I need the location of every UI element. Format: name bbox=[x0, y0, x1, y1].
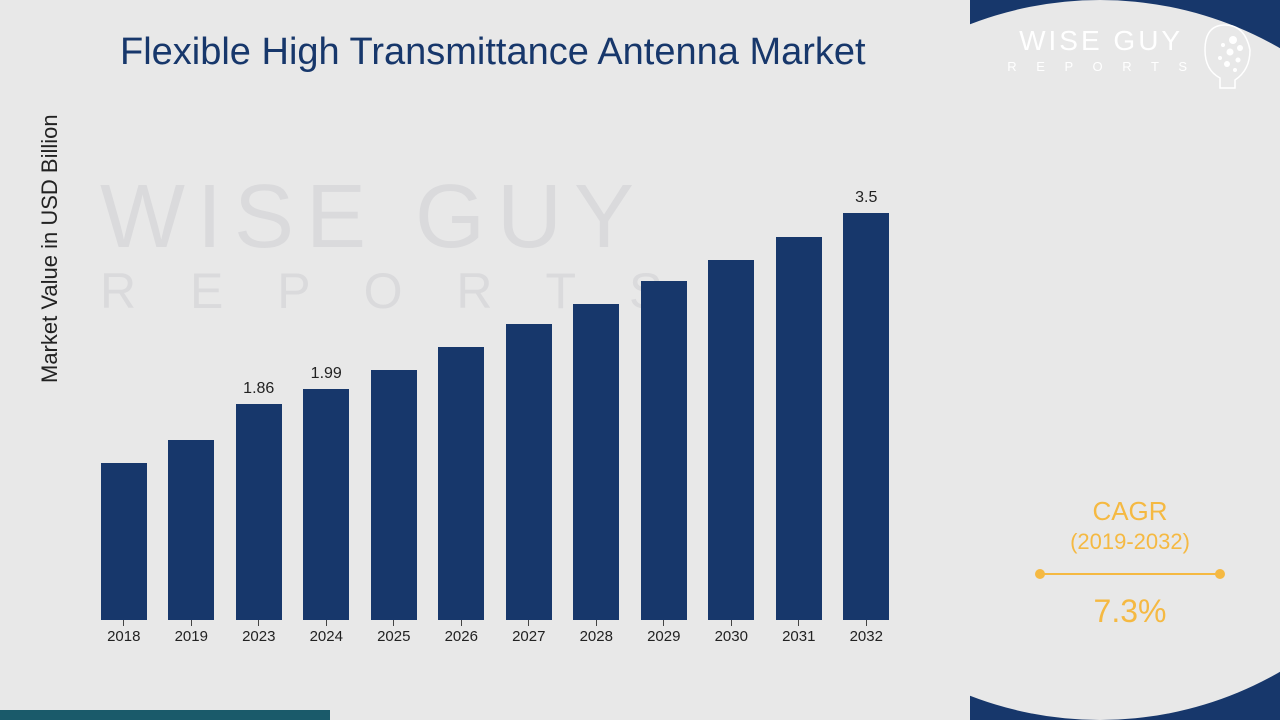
bar-group bbox=[430, 323, 492, 620]
bar-group bbox=[93, 439, 155, 620]
x-axis-tick bbox=[393, 620, 394, 626]
bar-group bbox=[700, 236, 762, 620]
logo-head-icon bbox=[1195, 20, 1255, 90]
logo-area: WISE GUY R E P O R T S bbox=[1007, 25, 1250, 74]
logo-brand-line2: R E P O R T S bbox=[1007, 59, 1195, 74]
x-axis-labels: 2018201920232024202520262027202820292030… bbox=[90, 620, 900, 645]
bar-group bbox=[160, 416, 222, 620]
bar bbox=[776, 237, 822, 621]
x-axis-label: 2024 bbox=[295, 620, 357, 645]
bar bbox=[573, 304, 619, 620]
cagr-percentage: 7.3% bbox=[1040, 593, 1220, 630]
bar bbox=[371, 370, 417, 620]
cagr-block: CAGR (2019-2032) 7.3% bbox=[1040, 496, 1220, 630]
bars-container: 1.86 1.99 3.5 bbox=[90, 190, 900, 620]
x-axis-label: 2019 bbox=[160, 620, 222, 645]
bar-value-label: 1.99 bbox=[311, 365, 342, 385]
bar-group bbox=[633, 257, 695, 620]
x-axis-tick bbox=[326, 620, 327, 626]
x-axis-tick bbox=[258, 620, 259, 626]
x-axis-label: 2029 bbox=[633, 620, 695, 645]
x-axis-tick bbox=[866, 620, 867, 626]
x-axis-label: 2027 bbox=[498, 620, 560, 645]
main-container: WISE GUY R E P O R T S Flexible High Tra… bbox=[0, 0, 1280, 720]
x-axis-tick bbox=[663, 620, 664, 626]
chart-area: 1.86 1.99 3.5 bbox=[90, 190, 900, 620]
bar-group: 1.99 bbox=[295, 365, 357, 620]
bar-group: 1.86 bbox=[228, 380, 290, 620]
chart-title: Flexible High Transmittance Antenna Mark… bbox=[120, 30, 866, 76]
bar-group bbox=[363, 346, 425, 620]
bar bbox=[303, 389, 349, 620]
bar bbox=[641, 281, 687, 620]
x-axis-tick bbox=[798, 620, 799, 626]
x-axis-tick bbox=[528, 620, 529, 626]
bar-group: 3.5 bbox=[835, 189, 897, 620]
y-axis-label: Market Value in USD Billion bbox=[37, 114, 63, 383]
cagr-title: CAGR bbox=[1040, 496, 1220, 527]
x-axis-tick bbox=[596, 620, 597, 626]
cagr-divider bbox=[1040, 573, 1220, 575]
x-axis-label: 2018 bbox=[93, 620, 155, 645]
x-axis-tick bbox=[191, 620, 192, 626]
bar-value-label: 1.86 bbox=[243, 380, 274, 400]
x-axis-label: 2032 bbox=[835, 620, 897, 645]
logo-brand-line1: WISE GUY bbox=[1007, 25, 1195, 57]
bar bbox=[708, 260, 754, 620]
cagr-year-range: (2019-2032) bbox=[1040, 529, 1220, 555]
x-axis-label: 2026 bbox=[430, 620, 492, 645]
bar-group bbox=[565, 280, 627, 620]
bar bbox=[506, 324, 552, 620]
x-axis-label: 2025 bbox=[363, 620, 425, 645]
x-axis-tick bbox=[123, 620, 124, 626]
bar bbox=[438, 347, 484, 620]
x-axis-label: 2028 bbox=[565, 620, 627, 645]
bar-value-label: 3.5 bbox=[855, 189, 877, 209]
bar-group bbox=[498, 300, 560, 620]
bar bbox=[236, 404, 282, 620]
bar bbox=[101, 463, 147, 620]
x-axis-label: 2023 bbox=[228, 620, 290, 645]
x-axis-tick bbox=[731, 620, 732, 626]
x-axis-label: 2030 bbox=[700, 620, 762, 645]
x-axis-label: 2031 bbox=[768, 620, 830, 645]
bar-group bbox=[768, 213, 830, 621]
x-axis-tick bbox=[461, 620, 462, 626]
bottom-accent-bar bbox=[0, 710, 330, 720]
bar bbox=[168, 440, 214, 620]
bar bbox=[843, 213, 889, 620]
